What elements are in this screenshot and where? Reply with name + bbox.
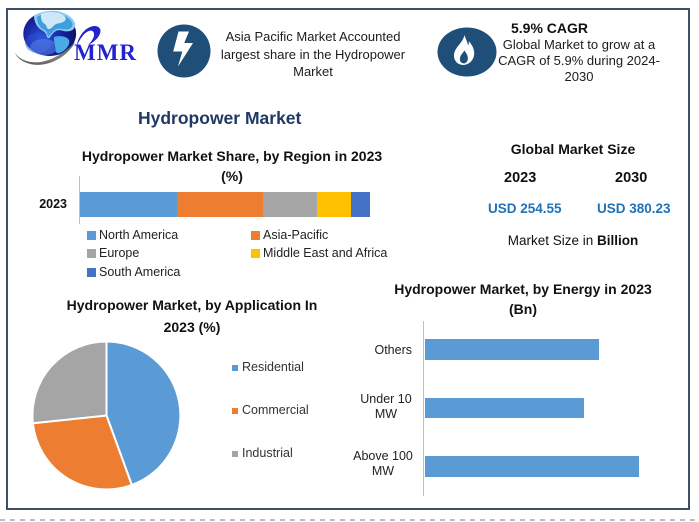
svg-text:MMR: MMR	[74, 40, 137, 65]
